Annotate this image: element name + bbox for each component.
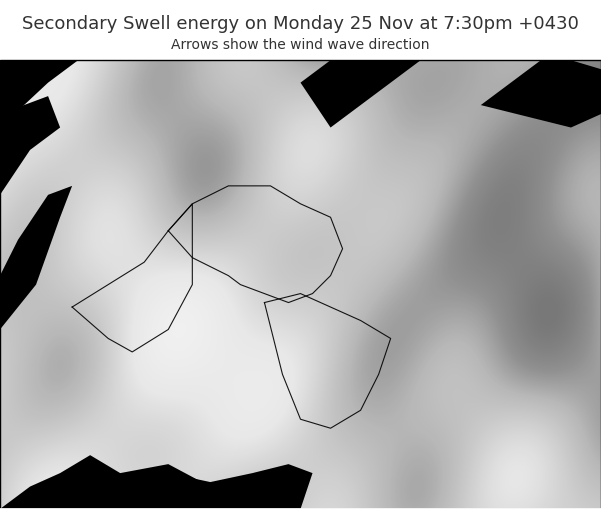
Polygon shape: [60, 464, 313, 509]
Text: Arrows show the wind wave direction: Arrows show the wind wave direction: [171, 38, 430, 52]
Polygon shape: [481, 61, 601, 128]
Polygon shape: [300, 61, 421, 128]
Polygon shape: [0, 455, 210, 509]
Polygon shape: [0, 186, 72, 330]
Polygon shape: [0, 61, 78, 128]
Text: Secondary Swell energy on Monday 25 Nov at 7:30pm +0430: Secondary Swell energy on Monday 25 Nov …: [22, 15, 579, 33]
Polygon shape: [0, 97, 60, 195]
